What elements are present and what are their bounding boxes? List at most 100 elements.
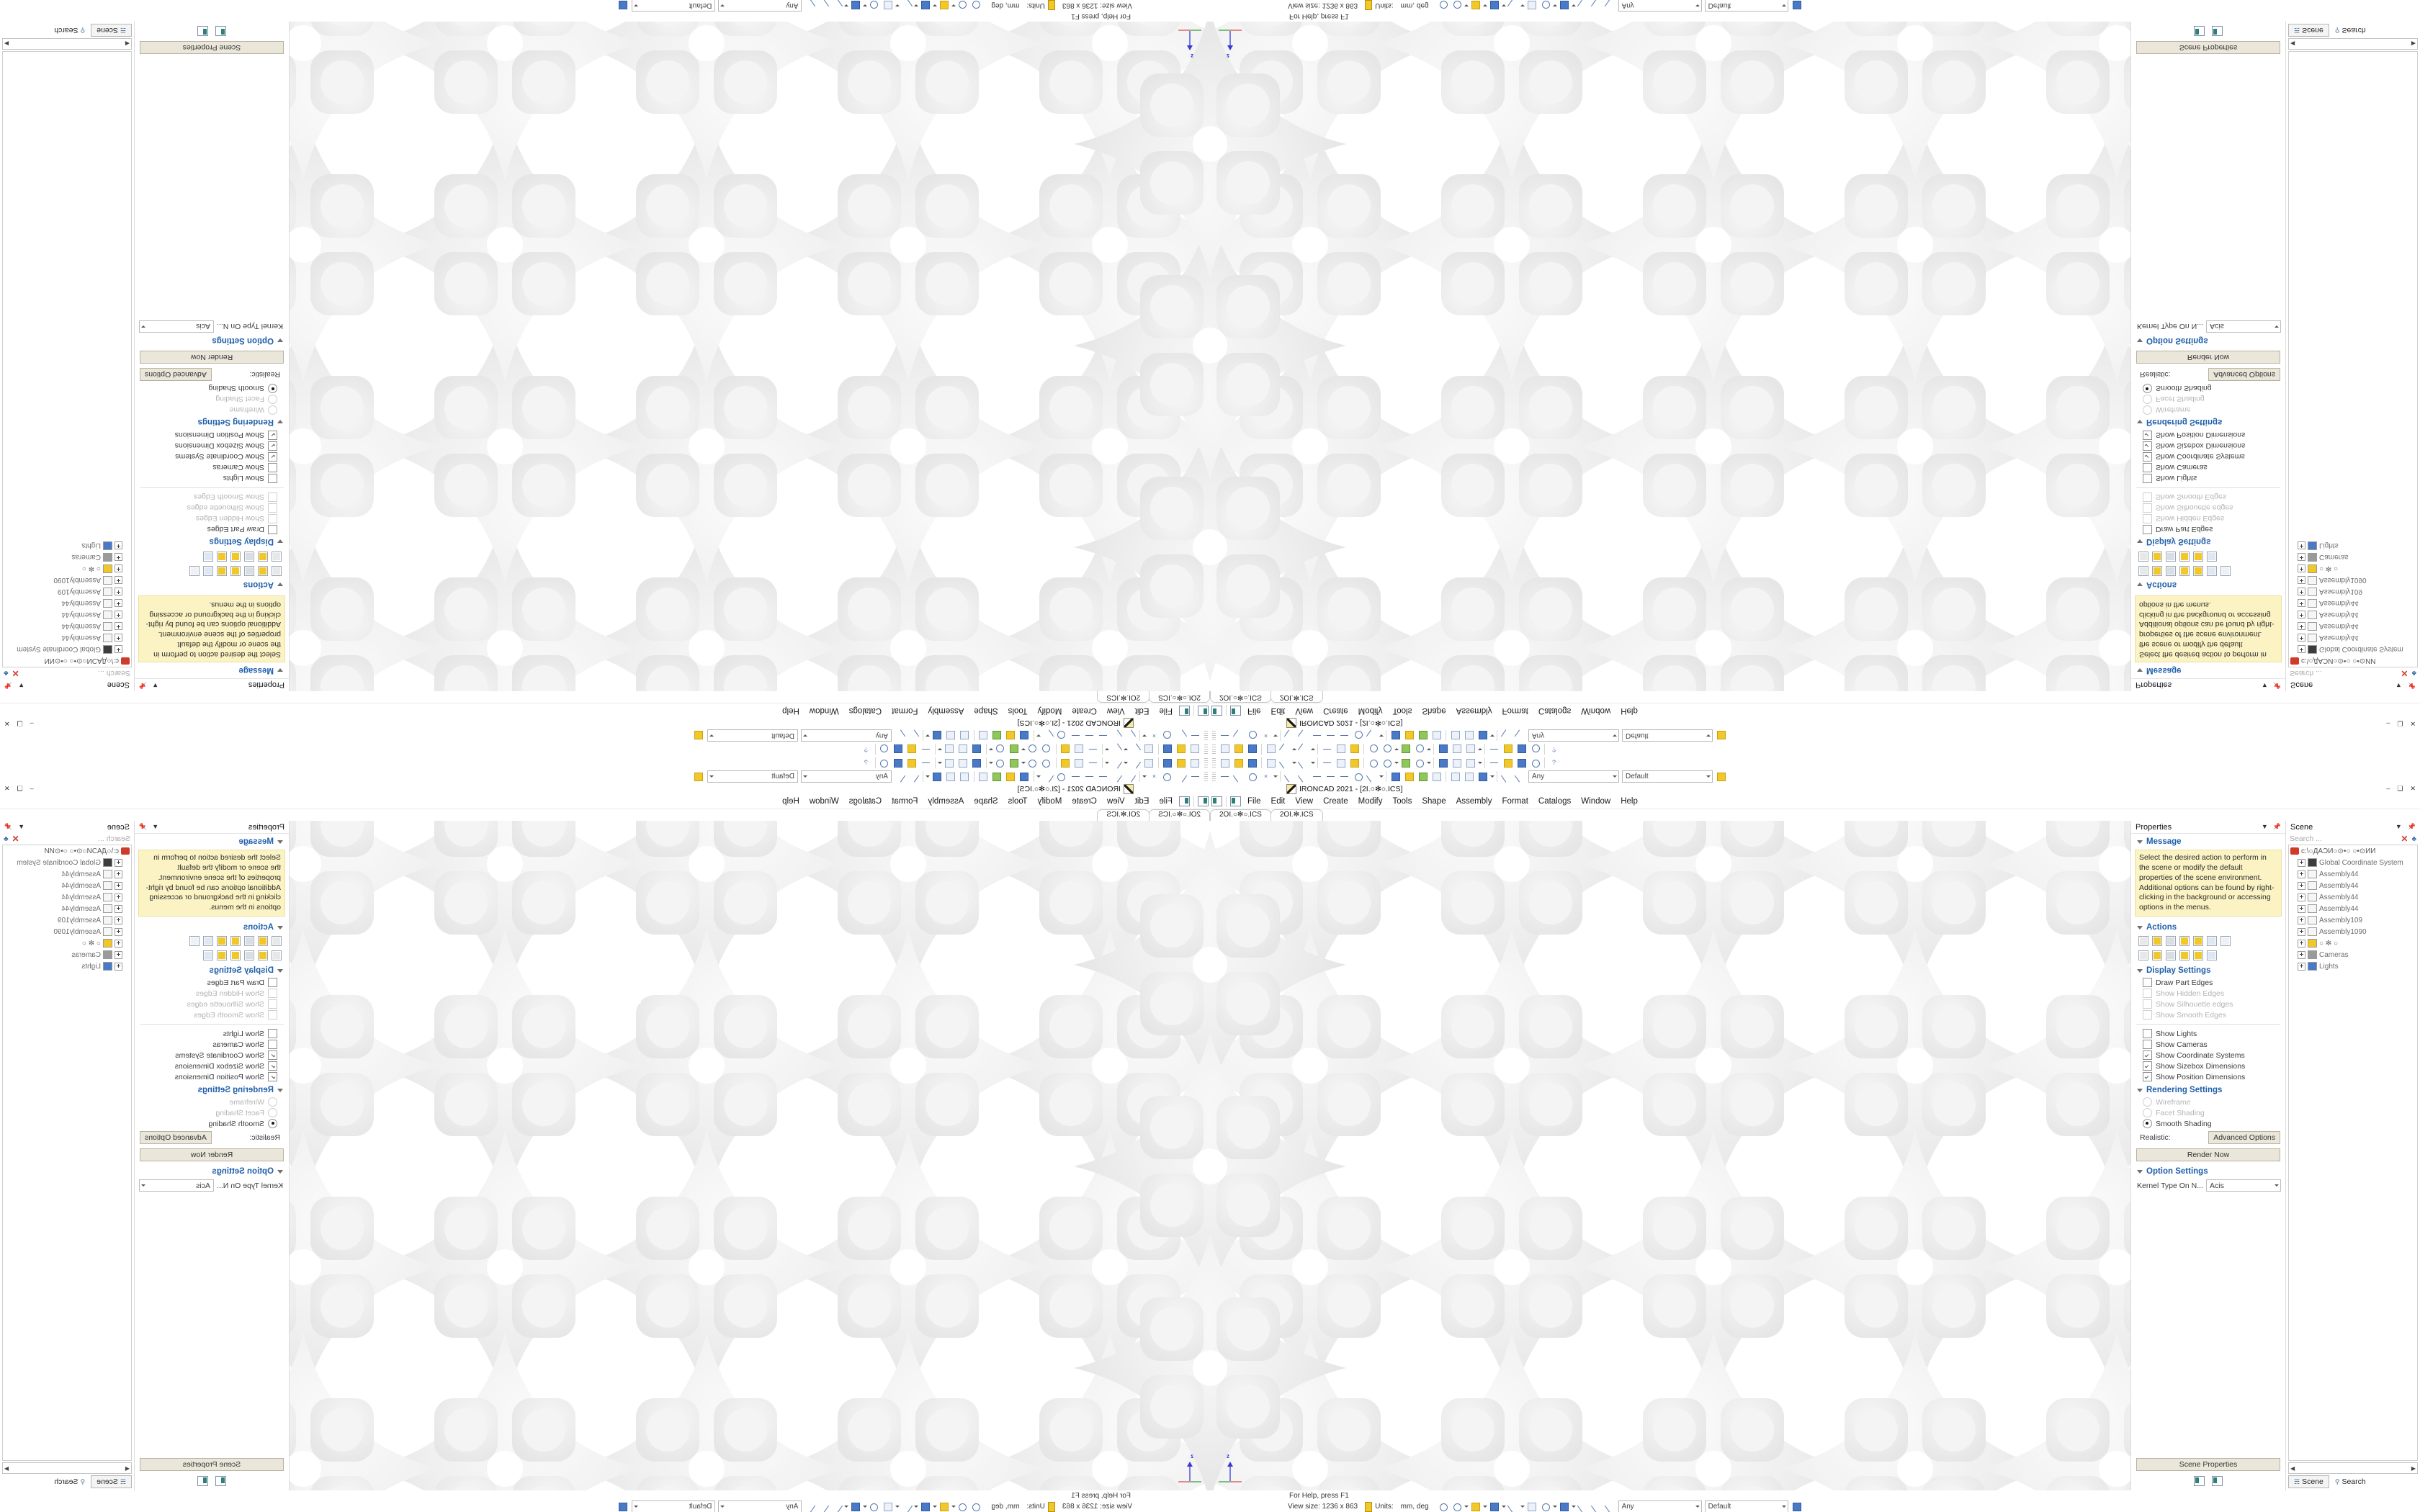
zoom-dropdown-icon[interactable] bbox=[1021, 757, 1026, 769]
ironcad-application-window[interactable]: ? × bbox=[1210, 756, 2420, 1512]
kernel-type-select[interactable]: Acis bbox=[2206, 1179, 2281, 1192]
pointer-deselect-icon[interactable] bbox=[1604, 0, 1616, 12]
draft-icon[interactable] bbox=[1463, 770, 1475, 783]
measure-icon[interactable] bbox=[1488, 757, 1500, 769]
extrude-part-icon[interactable] bbox=[2151, 565, 2163, 577]
checkbox-row[interactable]: Show Sizebox Dimensions bbox=[2131, 441, 2285, 451]
scene-browser-tabs[interactable]: ☴ Scene ⚲ Search bbox=[0, 22, 134, 38]
scene-browser-panel[interactable]: Scene ▼ 📌 Search ... ✕ ♣ c:\○ДАƆИ○⊙• bbox=[0, 22, 134, 691]
menu-item-edit[interactable]: Edit bbox=[1134, 797, 1150, 806]
paste-icon[interactable] bbox=[1348, 743, 1361, 755]
pan-icon[interactable] bbox=[1399, 743, 1412, 755]
copy-icon[interactable] bbox=[1073, 743, 1085, 755]
scene-tree-node[interactable]: Assembly44 bbox=[2289, 868, 2417, 880]
point-tool-icon[interactable]: × bbox=[1152, 732, 1157, 739]
shield-icon[interactable] bbox=[216, 565, 228, 577]
assembly-icon[interactable] bbox=[230, 551, 241, 562]
collapse-triangle-icon[interactable] bbox=[2137, 1088, 2143, 1092]
redo-dropdown-icon[interactable] bbox=[1105, 743, 1110, 755]
radio-row[interactable]: Smooth Shading bbox=[135, 1118, 289, 1129]
restore-button[interactable]: ❑ bbox=[17, 785, 23, 792]
scene-search-row[interactable]: Search ... ✕ ♣ bbox=[2286, 667, 2420, 679]
measure-dropdown-icon[interactable] bbox=[1552, 0, 1557, 12]
collapse-triangle-icon[interactable] bbox=[2137, 539, 2143, 544]
revolve-icon[interactable] bbox=[1403, 729, 1415, 742]
expand-plus-icon[interactable] bbox=[2298, 622, 2305, 631]
scene-tree-node[interactable]: Assembly44 bbox=[3, 880, 131, 891]
rotate-icon[interactable] bbox=[1577, 0, 1589, 12]
expand-plus-icon[interactable] bbox=[115, 564, 122, 573]
panel-icon[interactable] bbox=[2212, 1476, 2223, 1486]
scene-browser-panel[interactable]: Scene ▼ 📌 Search ... ✕ ♣ c:\○ДАƆИ○⊙• bbox=[2286, 22, 2420, 691]
menu-item-view[interactable]: View bbox=[1106, 706, 1125, 715]
actions-icon-row-1[interactable] bbox=[135, 934, 289, 948]
pointer-select-icon[interactable] bbox=[1590, 1500, 1603, 1512]
checkbox-row[interactable]: Show Lights bbox=[135, 473, 289, 484]
toolbar-row-secondary[interactable]: × bbox=[1210, 728, 2420, 742]
scene-search-row[interactable]: Search ... ✕ ♣ bbox=[0, 667, 134, 679]
grid-table-icon[interactable] bbox=[2165, 950, 2177, 961]
rendering-settings-section-header[interactable]: Rendering Settings bbox=[2131, 1082, 2285, 1097]
close-button[interactable]: ✕ bbox=[4, 785, 10, 792]
settings-gear-icon[interactable] bbox=[257, 551, 269, 562]
expand-plus-icon[interactable] bbox=[2298, 541, 2305, 550]
measure-dropdown-icon[interactable] bbox=[863, 0, 868, 12]
menu-item-assembly[interactable]: Assembly bbox=[1456, 706, 1492, 715]
select-face-icon[interactable] bbox=[893, 729, 906, 742]
menu-item-window[interactable]: Window bbox=[809, 797, 839, 806]
status-style-select[interactable]: Default bbox=[1704, 0, 1788, 12]
chevron-down-icon[interactable]: ▼ bbox=[152, 682, 159, 689]
fillet-tool-icon[interactable] bbox=[1352, 770, 1364, 783]
advanced-options-button[interactable]: Advanced Options bbox=[2208, 367, 2280, 381]
undo-icon[interactable] bbox=[1278, 743, 1291, 755]
checkbox-show-coordinate-systems[interactable] bbox=[2143, 451, 2152, 462]
panel-icon[interactable] bbox=[2194, 1476, 2205, 1486]
scene-tree-node[interactable]: Assembly44 bbox=[2289, 632, 2417, 644]
select-arrow-icon[interactable] bbox=[1500, 729, 1513, 742]
extrude-icon[interactable] bbox=[1018, 729, 1031, 742]
boolean-icon[interactable] bbox=[931, 729, 944, 742]
checkbox-row[interactable]: Show Position Dimensions bbox=[135, 1071, 289, 1082]
checkbox-row[interactable]: Show Coordinate Systems bbox=[135, 451, 289, 462]
rendering-mode-radios[interactable]: Wireframe Facet Shading Smooth Shading bbox=[135, 383, 289, 415]
checkbox-show-cameras[interactable] bbox=[2143, 462, 2152, 472]
scene-tree-node[interactable]: Lights bbox=[2289, 960, 2417, 972]
render-camera-icon[interactable] bbox=[271, 950, 282, 961]
checkbox-row[interactable]: Show Lights bbox=[2131, 1028, 2285, 1039]
status-bar-bottom-row[interactable]: View size: 1236 x 863 Units: mm, deg bbox=[1210, 1500, 2420, 1512]
scene-display-options[interactable]: Show Lights Show Cameras Show Coordinate S… bbox=[2131, 430, 2285, 484]
browser-tab-search[interactable]: ⚲ Search bbox=[2329, 24, 2372, 37]
sketch-dropdown-icon[interactable] bbox=[1142, 770, 1147, 783]
panel-icon[interactable] bbox=[215, 1476, 226, 1486]
checkbox-show-coordinate-systems[interactable] bbox=[2143, 1050, 2152, 1061]
expand-plus-icon[interactable] bbox=[115, 553, 122, 562]
collapse-triangle-icon[interactable] bbox=[277, 668, 283, 672]
loft-icon[interactable] bbox=[1417, 729, 1429, 742]
kernel-type-select[interactable]: Acis bbox=[2206, 320, 2281, 333]
anchor-dropdown-icon[interactable] bbox=[1520, 0, 1525, 12]
document-tab[interactable]: 2OI.✻.ICS bbox=[1270, 809, 1323, 821]
scroll-left-icon[interactable]: ◀ bbox=[2290, 40, 2295, 48]
measure-dropdown-icon[interactable] bbox=[1552, 1500, 1557, 1512]
toolbar-grip[interactable] bbox=[1212, 757, 1216, 768]
option-settings-section-header[interactable]: Option Settings bbox=[135, 1164, 289, 1178]
toolbar-grip[interactable] bbox=[1212, 730, 1216, 741]
edit-dropdown-icon[interactable] bbox=[1379, 729, 1384, 742]
checkbox-show-coordinate-systems[interactable] bbox=[268, 1050, 277, 1061]
document-tabstrip[interactable]: 2OI.○✻○.ICS 2OI.✻.ICS bbox=[0, 691, 1210, 703]
scene-settings-icon[interactable] bbox=[693, 729, 705, 742]
zoom-all-icon[interactable] bbox=[1027, 743, 1039, 755]
face-select-icon[interactable] bbox=[882, 0, 895, 12]
menu-item-assembly[interactable]: Assembly bbox=[928, 706, 964, 715]
feature-dropdown-icon[interactable] bbox=[1489, 770, 1494, 783]
checkbox-row[interactable]: Show Position Dimensions bbox=[135, 430, 289, 441]
zoom-window-icon[interactable] bbox=[1041, 743, 1053, 755]
menu-item-catalogs[interactable]: Catalogs bbox=[1538, 797, 1572, 806]
part-color-icon[interactable] bbox=[938, 0, 951, 12]
scene-search-input[interactable]: Search ... bbox=[98, 669, 130, 678]
checkbox-row[interactable]: Draw Part Edges bbox=[135, 977, 289, 988]
rendering-mode-radios[interactable]: Wireframe Facet Shading Smooth Shading bbox=[2131, 1097, 2285, 1129]
collapse-triangle-icon[interactable] bbox=[2137, 668, 2143, 672]
message-section-header[interactable]: Message bbox=[135, 664, 289, 678]
chevron-down-icon[interactable]: ▼ bbox=[18, 823, 25, 830]
